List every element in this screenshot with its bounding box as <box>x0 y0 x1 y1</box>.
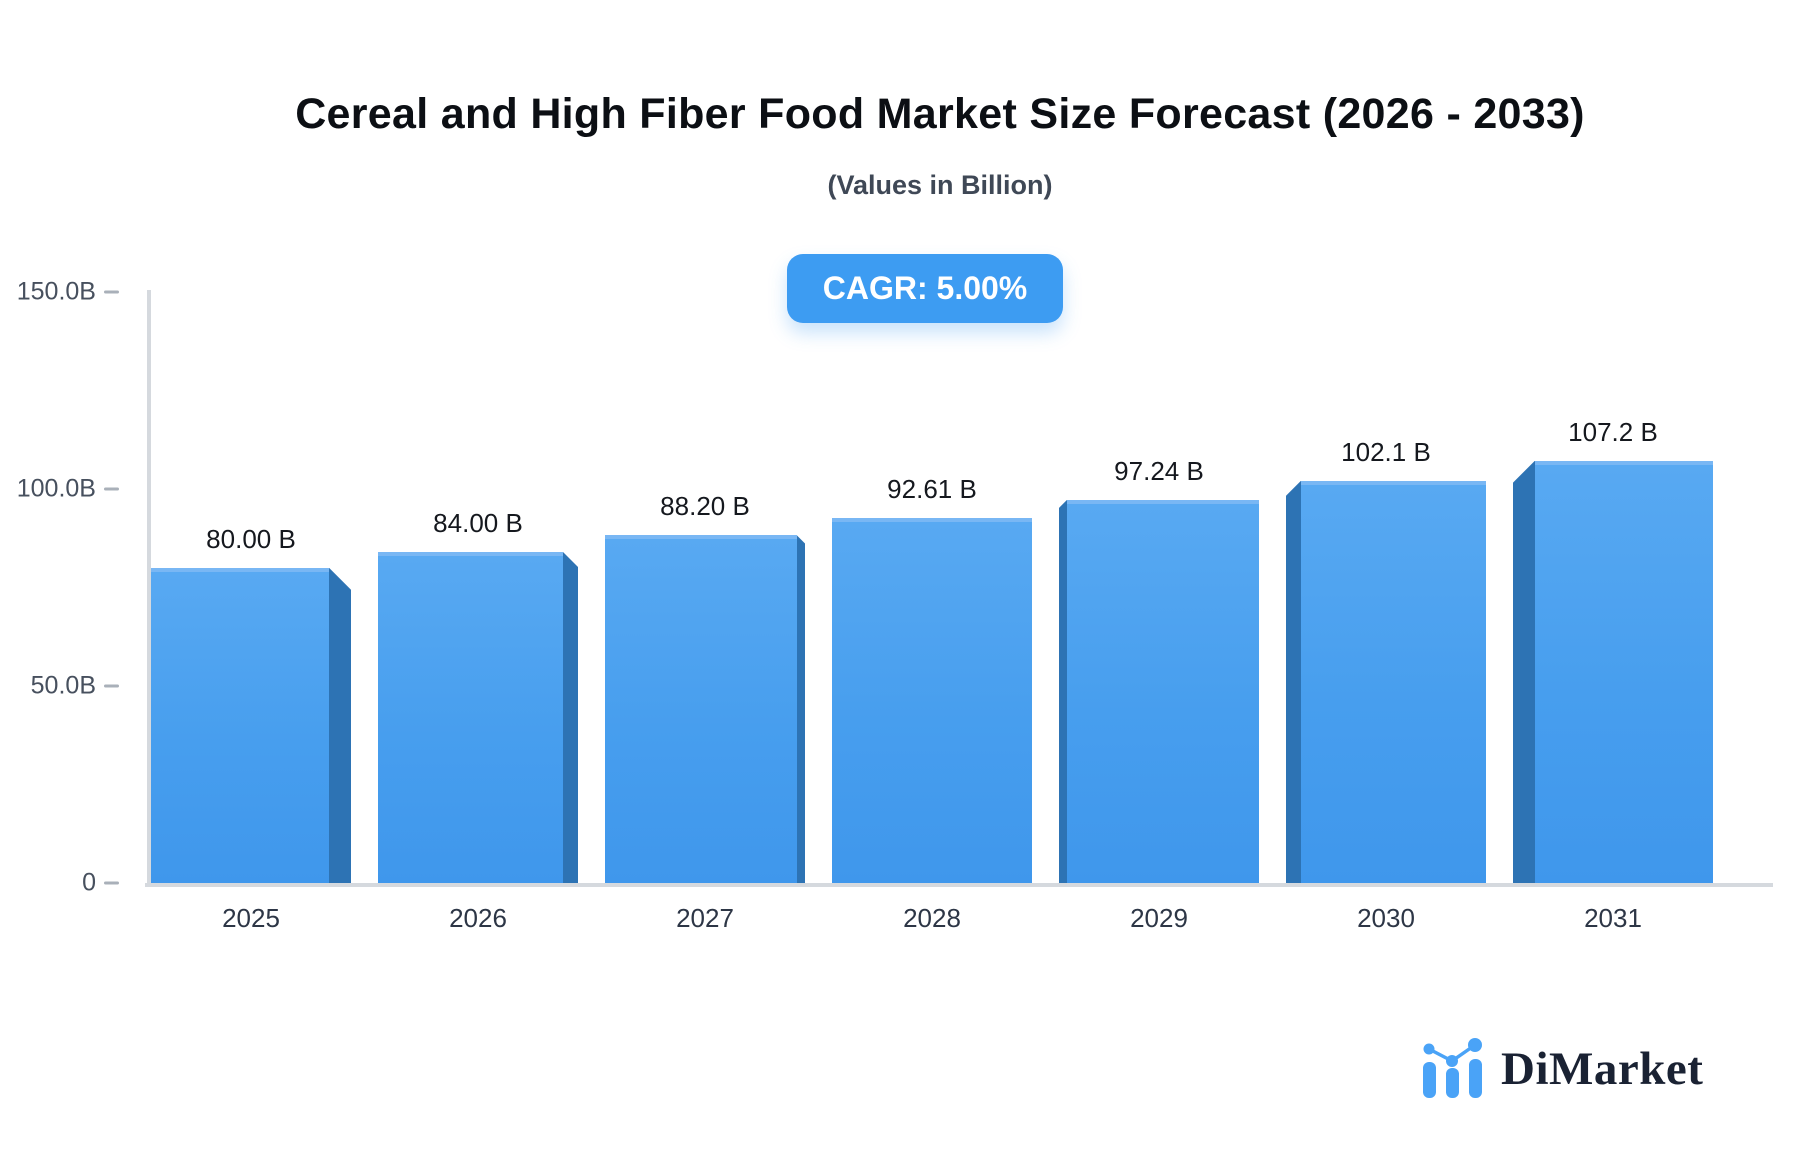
bar-3d-side <box>1513 460 1535 883</box>
bar-value-label: 97.24 B <box>1114 455 1204 486</box>
cagr-badge: CAGR: 5.00% <box>787 254 1063 323</box>
y-axis-tick-mark <box>104 881 119 885</box>
chart-subtitle: (Values in Billion) <box>827 170 1053 200</box>
x-axis-line <box>145 883 1773 887</box>
bar-2030 <box>1301 480 1486 883</box>
bar-3d-side <box>1286 480 1301 883</box>
bar-2028 <box>832 518 1032 883</box>
x-axis-label-2025: 2025 <box>222 903 280 933</box>
bar-value-label: 88.20 B <box>660 491 750 522</box>
x-axis-label-2029: 2029 <box>1130 903 1188 933</box>
x-axis-label-2031: 2031 <box>1584 903 1642 933</box>
bar-3d-side <box>797 535 805 883</box>
dimarket-logo: DiMarket <box>1420 1038 1703 1100</box>
x-axis-label-2026: 2026 <box>449 903 507 933</box>
x-axis-label-2030: 2030 <box>1357 903 1415 933</box>
bar-2029 <box>1067 499 1259 883</box>
bar-2027 <box>605 535 797 883</box>
bar-2025 <box>151 567 329 883</box>
bar-2031 <box>1535 460 1713 883</box>
chart-title: Cereal and High Fiber Food Market Size F… <box>295 90 1585 138</box>
y-axis-tick-mark <box>104 487 119 491</box>
bar-value-label: 80.00 B <box>206 523 296 554</box>
cagr-badge-label: CAGR: 5.00% <box>822 270 1028 306</box>
bar-3d-side <box>563 552 578 883</box>
bar-value-label: 92.61 B <box>887 474 977 505</box>
y-axis-tick-mark <box>104 684 119 688</box>
bar-value-label: 84.00 B <box>433 508 523 539</box>
y-axis-line <box>147 290 151 887</box>
bar-value-label: 107.2 B <box>1568 416 1658 447</box>
logo-text: DiMarket <box>1501 1043 1704 1095</box>
y-axis-tick-label: 50.0B <box>30 671 96 700</box>
x-axis-label-2027: 2027 <box>676 903 734 933</box>
bar-3d-side <box>329 567 351 883</box>
bar-3d-side <box>1059 499 1067 883</box>
bar-value-label: 102.1 B <box>1341 436 1431 467</box>
bar-chart-logo-icon <box>1423 1038 1482 1098</box>
y-axis-tick-mark <box>104 290 119 294</box>
bar-2026 <box>378 552 563 883</box>
y-axis-tick-label: 0 <box>82 868 96 897</box>
y-axis-tick-label: 150.0B <box>16 277 96 306</box>
y-axis-tick-label: 100.0B <box>16 474 96 503</box>
x-axis-label-2028: 2028 <box>903 903 961 933</box>
